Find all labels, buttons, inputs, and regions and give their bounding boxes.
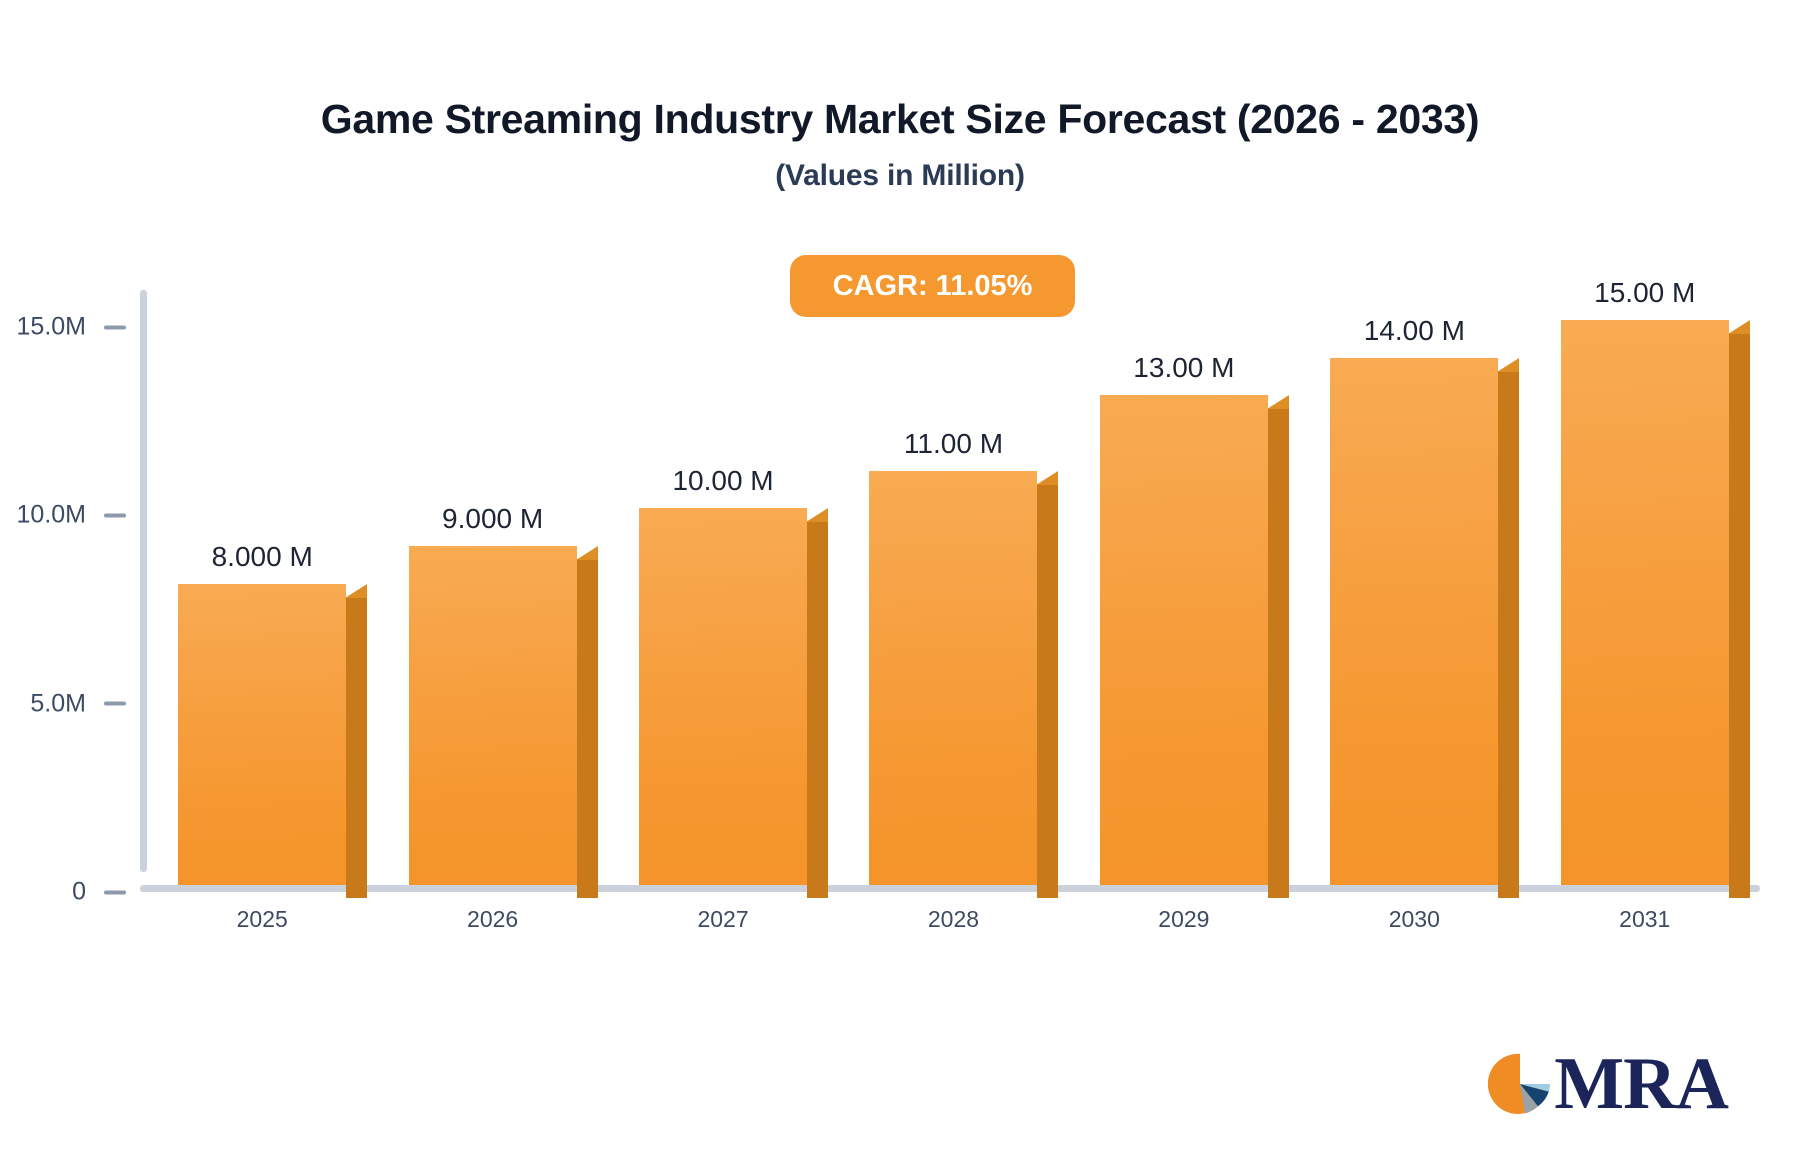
- bar-front-face: [869, 470, 1038, 885]
- bar-3d-side: [1036, 470, 1059, 898]
- bar-value-label: 14.00 M: [1363, 314, 1465, 346]
- bar-value-label: 10.00 M: [672, 465, 774, 497]
- bar-value-label: 9.000 M: [442, 503, 544, 535]
- bar-value-label: 11.00 M: [903, 427, 1004, 459]
- bar-series: 8.000 M 2025 9.000 M 2026 10.00 M 2027 11.00 M…: [147, 277, 1760, 932]
- bar[interactable]: 9.000 M: [408, 503, 598, 898]
- bar[interactable]: 11.00 M: [869, 428, 1059, 898]
- bar-slot: 14.00 M 2030: [1299, 290, 1529, 932]
- y-tick-label: 5.0M: [30, 689, 86, 718]
- y-tick-label: 15.0M: [16, 312, 86, 341]
- bar-front-face: [1330, 357, 1499, 885]
- bar-front-face: [178, 583, 347, 885]
- bar-slot: 9.000 M 2026: [377, 290, 607, 932]
- bar-slot: 11.00 M 2028: [838, 290, 1068, 932]
- bar-value-label: 8.000 M: [211, 540, 313, 572]
- x-tick-label: 2026: [467, 906, 519, 932]
- bar-front-face: [408, 546, 577, 885]
- bar-slot: 10.00 M 2027: [608, 290, 838, 932]
- bar[interactable]: 8.000 M: [178, 541, 368, 898]
- y-tick-mark: [104, 701, 126, 706]
- x-tick-label: 2031: [1619, 906, 1671, 932]
- bar-3d-side: [806, 508, 829, 898]
- bar-value-label: 13.00 M: [1133, 352, 1235, 384]
- bar-3d-side: [575, 546, 598, 898]
- y-axis-line: [140, 290, 147, 872]
- y-tick: 5.0M: [30, 689, 140, 718]
- bar[interactable]: 14.00 M: [1330, 315, 1520, 898]
- bar-front-face: [1560, 320, 1729, 885]
- bar[interactable]: 10.00 M: [639, 465, 829, 898]
- title-block: Game Streaming Industry Market Size Fore…: [0, 96, 1800, 193]
- x-tick-label: 2029: [1158, 906, 1210, 932]
- x-tick-label: 2028: [927, 906, 980, 932]
- logo-wordmark: MRA: [1554, 1042, 1729, 1125]
- chart-subtitle: (Values in Million): [775, 159, 1025, 193]
- plot-area: 0 5.0M 10.0M 15.0M 8.000 M 2025 9.000 M 2026 10…: [17, 270, 1760, 932]
- bar[interactable]: 13.00 M: [1099, 352, 1289, 898]
- bar-3d-side: [345, 583, 368, 898]
- y-tick-label: 0: [72, 877, 86, 906]
- cagr-badge: CAGR: 11.05%: [790, 255, 1075, 317]
- bar[interactable]: 15.00 M: [1560, 277, 1750, 898]
- bar-slot: 13.00 M 2029: [1069, 290, 1299, 932]
- bar-3d-side: [1497, 357, 1520, 898]
- x-tick-label: 2030: [1388, 906, 1440, 932]
- y-tick-mark: [104, 325, 126, 330]
- y-tick: 0: [72, 878, 140, 907]
- y-tick: 15.0M: [17, 313, 140, 342]
- bar-front-face: [639, 508, 808, 885]
- bar-value-label: 15.00 M: [1594, 277, 1696, 309]
- bar-3d-side: [1266, 395, 1289, 898]
- pie-chart-icon: [1488, 1052, 1552, 1116]
- chart-title: Game Streaming Industry Market Size Fore…: [320, 96, 1480, 142]
- y-tick: 10.0M: [17, 501, 140, 530]
- bar-slot: 15.00 M 2031: [1530, 277, 1760, 932]
- bar-3d-side: [1727, 320, 1750, 898]
- bar-front-face: [1099, 395, 1268, 885]
- y-tick-label: 10.0M: [16, 500, 86, 529]
- y-tick-mark: [104, 890, 126, 894]
- bar-slot: 8.000 M 2025: [147, 290, 377, 932]
- mra-logo: MRA: [1488, 1042, 1729, 1125]
- y-tick-mark: [104, 513, 126, 518]
- x-tick-label: 2027: [697, 906, 749, 932]
- x-tick-label: 2025: [236, 906, 288, 932]
- x-axis-line: [140, 885, 1760, 892]
